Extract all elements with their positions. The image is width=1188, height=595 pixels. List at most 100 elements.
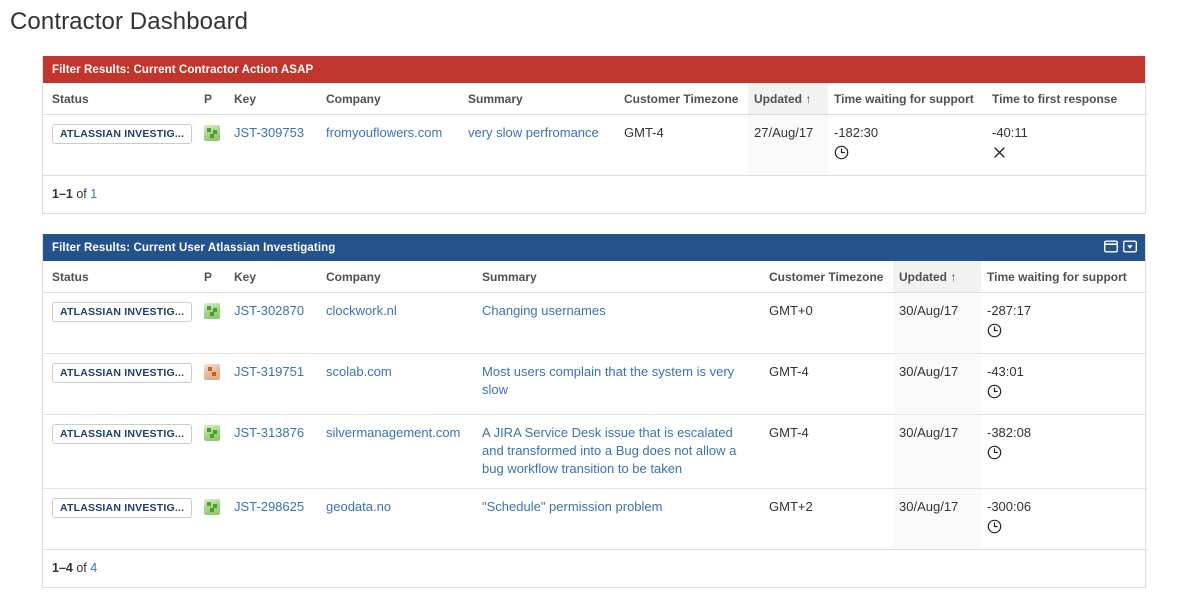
cell-summary: A JIRA Service Desk issue that is escala… [476,414,763,489]
summary-link[interactable]: very slow perfromance [468,125,599,140]
time-waiting-value: -287:17 [987,303,1032,318]
column-header-key[interactable]: Key [228,261,320,293]
cell-updated: 30/Aug/17 [893,414,981,489]
gadget-1-pagination: 1–1 of 1 [43,176,1145,213]
cell-time-waiting-for-support: -182:30 [828,114,986,176]
cell-customer-timezone: GMT-4 [618,114,748,176]
sort-ascending-icon: ↑ [805,92,812,106]
status-badge[interactable]: ATLASSIAN INVESTIG... [52,124,192,144]
column-header-priority[interactable]: P [198,261,228,293]
priority-orange-icon [204,364,220,380]
table-row[interactable]: ATLASSIAN INVESTIG... JST-298625 geodata… [43,488,1147,550]
gadget-1-title: Filter Results: Current Contractor Actio… [52,63,314,76]
company-link[interactable]: clockwork.nl [326,303,397,318]
time-waiting-value: -43:01 [987,364,1024,379]
column-header-status[interactable]: Status [43,261,198,293]
status-badge[interactable]: ATLASSIAN INVESTIG... [52,424,192,444]
first-response-value: -40:11 [992,125,1028,140]
company-link[interactable]: geodata.no [326,499,392,514]
cell-company: clockwork.nl [320,292,476,354]
gadget-1-table: Status P Key Company Summary Customer Ti… [43,83,1147,176]
cross-icon [992,145,1141,165]
cell-priority [198,292,228,354]
column-header-updated[interactable]: Updated ↑ [893,261,981,293]
cell-time-to-first-response: -40:11 [986,114,1147,176]
time-waiting-value: -182:30 [834,125,879,140]
summary-link[interactable]: Most users complain that the system is v… [482,364,735,397]
column-header-customer-timezone[interactable]: Customer Timezone [618,83,748,115]
cell-customer-timezone: GMT-4 [763,353,893,415]
cell-summary: Most users complain that the system is v… [476,353,763,415]
cell-updated: 30/Aug/17 [893,353,981,415]
cell-time-waiting-for-support: -43:01 [981,353,1147,415]
summary-link[interactable]: A JIRA Service Desk issue that is escala… [482,425,737,476]
pagination-total[interactable]: 4 [90,561,98,575]
column-header-priority[interactable]: P [198,83,228,115]
table-row[interactable]: ATLASSIAN INVESTIG... JST-313876 silverm… [43,414,1147,489]
gadget-current-user-atlassian-investigating: Filter Results: Current User Atlassian I… [42,234,1147,588]
issue-key-link[interactable]: JST-319751 [234,364,305,379]
column-header-status[interactable]: Status [43,83,198,115]
cell-key: JST-319751 [228,353,320,415]
column-header-key[interactable]: Key [228,83,320,115]
table-row[interactable]: ATLASSIAN INVESTIG... JST-309753 fromyou… [43,114,1147,176]
cell-key: JST-298625 [228,488,320,550]
cell-status: ATLASSIAN INVESTIG... [43,114,198,176]
column-header-time-waiting-for-support[interactable]: Time waiting for support [828,83,986,115]
company-link[interactable]: scolab.com [326,364,392,379]
minimize-icon[interactable] [1103,240,1119,256]
column-header-updated[interactable]: Updated ↑ [748,83,828,115]
dropdown-menu-icon[interactable] [1122,240,1138,256]
pagination-range: 1–4 [52,561,73,575]
clock-icon [987,384,1141,404]
column-header-time-waiting-for-support[interactable]: Time waiting for support [981,261,1147,293]
clock-icon [834,145,980,165]
cell-status: ATLASSIAN INVESTIG... [43,292,198,354]
company-link[interactable]: fromyouflowers.com [326,125,443,140]
sort-ascending-icon: ↑ [950,270,957,284]
gadget-2-title: Filter Results: Current User Atlassian I… [52,241,336,254]
issue-key-link[interactable]: JST-302870 [234,303,305,318]
gadget-2-table: Status P Key Company Summary Customer Ti… [43,261,1147,550]
pagination-range: 1–1 [52,187,73,201]
column-header-company[interactable]: Company [320,261,476,293]
cell-status: ATLASSIAN INVESTIG... [43,353,198,415]
column-header-customer-timezone[interactable]: Customer Timezone [763,261,893,293]
pagination-of-label: of [76,187,87,201]
pagination-total[interactable]: 1 [90,187,98,201]
company-link[interactable]: silvermanagement.com [326,425,461,440]
table-row[interactable]: ATLASSIAN INVESTIG... JST-319751 scolab.… [43,353,1147,415]
table-row[interactable]: ATLASSIAN INVESTIG... JST-302870 clockwo… [43,292,1147,354]
cell-customer-timezone: GMT-4 [763,414,893,489]
cell-priority [198,414,228,489]
issue-key-link[interactable]: JST-309753 [234,125,305,140]
status-badge[interactable]: ATLASSIAN INVESTIG... [52,363,192,383]
cell-priority [198,114,228,176]
clock-icon [987,323,1141,343]
gadget-2-body: ATLASSIAN INVESTIG... JST-302870 clockwo… [43,292,1147,550]
status-badge[interactable]: ATLASSIAN INVESTIG... [52,302,192,322]
time-waiting-value: -382:08 [987,425,1032,440]
summary-link[interactable]: Changing usernames [482,303,606,318]
gadget-2-header-icons [1103,240,1138,256]
column-header-summary[interactable]: Summary [476,261,763,293]
priority-green-icon [204,499,220,515]
status-badge[interactable]: ATLASSIAN INVESTIG... [52,498,192,518]
gadget-1-header-row: Status P Key Company Summary Customer Ti… [43,83,1147,115]
cell-time-waiting-for-support: -382:08 [981,414,1147,489]
cell-key: JST-309753 [228,114,320,176]
clock-icon [987,445,1141,465]
priority-green-icon [204,125,220,141]
cell-priority [198,353,228,415]
column-header-summary[interactable]: Summary [462,83,618,115]
issue-key-link[interactable]: JST-313876 [234,425,305,440]
cell-priority [198,488,228,550]
gadget-2-header: Filter Results: Current User Atlassian I… [43,234,1145,261]
issue-key-link[interactable]: JST-298625 [234,499,305,514]
cell-status: ATLASSIAN INVESTIG... [43,414,198,489]
column-header-company[interactable]: Company [320,83,462,115]
cell-status: ATLASSIAN INVESTIG... [43,488,198,550]
gadget-current-contractor-action-asap: Filter Results: Current Contractor Actio… [42,56,1147,214]
column-header-time-to-first-response[interactable]: Time to first response [986,83,1147,115]
summary-link[interactable]: "Schedule" permission problem [482,499,663,514]
